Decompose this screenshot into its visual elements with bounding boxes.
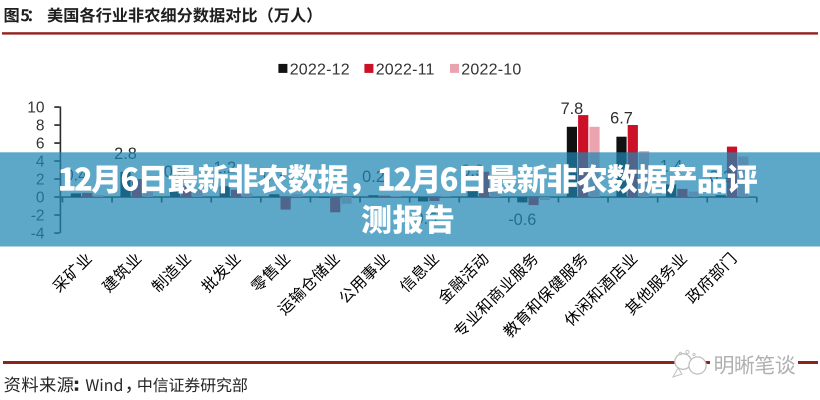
svg-text:10: 10 — [27, 100, 45, 117]
svg-text:8: 8 — [36, 118, 45, 135]
svg-text:2022-12: 2022-12 — [290, 61, 350, 78]
svg-text:6: 6 — [36, 136, 45, 153]
svg-text:6.7: 6.7 — [610, 110, 633, 128]
svg-text:7.8: 7.8 — [561, 100, 584, 118]
svg-text:2022-11: 2022-11 — [376, 61, 435, 78]
svg-text:2022-10: 2022-10 — [461, 61, 521, 78]
